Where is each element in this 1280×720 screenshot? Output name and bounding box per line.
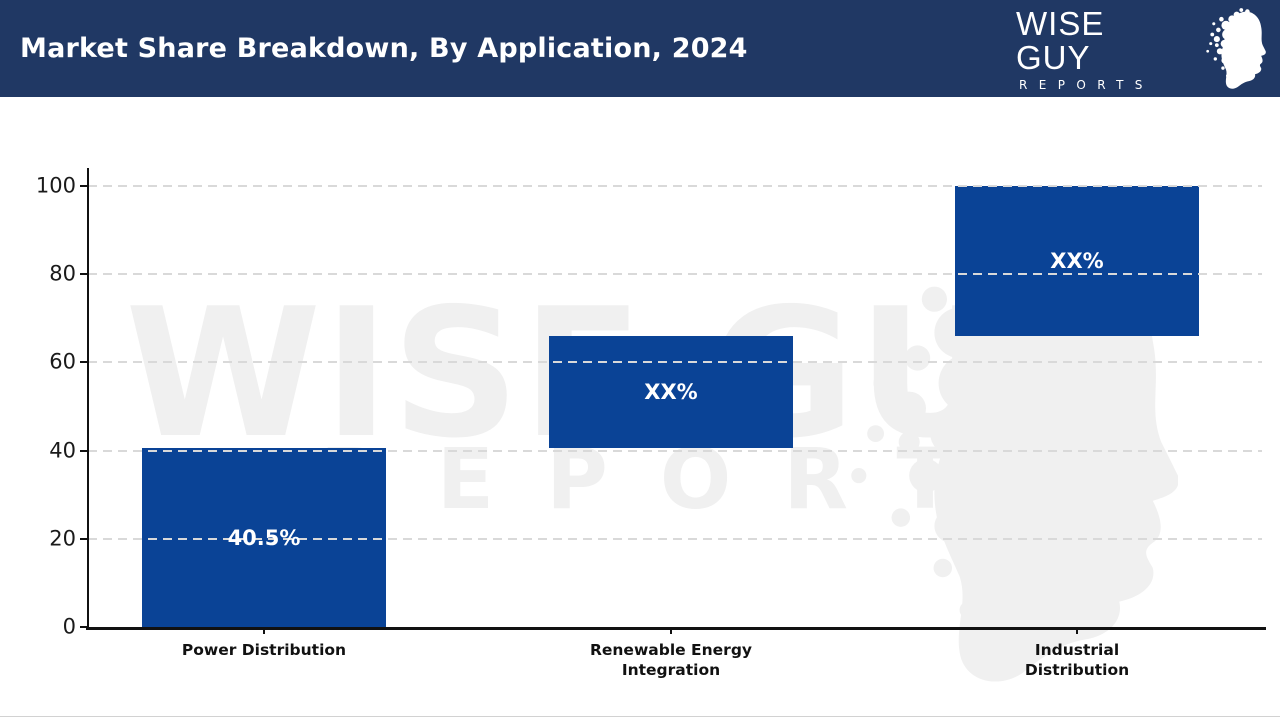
header-bar: Market Share Breakdown, By Application, … — [0, 0, 1280, 97]
gridline — [88, 361, 1262, 364]
x-axis-tick — [670, 627, 672, 634]
y-axis-tick-label: 60 — [49, 349, 76, 374]
category-label-line: Power Distribution — [181, 641, 347, 659]
footer-divider — [0, 716, 1280, 717]
wiseguy-logo: WISE GUY REPORTS — [1016, 6, 1266, 92]
x-axis-category-label: Power Distribution — [84, 640, 444, 660]
bar-value-label: XX% — [644, 380, 698, 405]
gridline — [88, 537, 1262, 540]
bar-value-label: XX% — [1050, 248, 1104, 273]
dotted-face-icon — [1206, 8, 1266, 89]
bar-value-label: 40.5% — [227, 525, 301, 550]
y-axis-tick — [80, 273, 88, 276]
logo-wordmark: WISE GUY REPORTS — [1016, 4, 1187, 92]
category-label-line: Integration — [621, 661, 721, 679]
bar-segment — [549, 335, 793, 449]
y-axis-tick — [80, 449, 88, 452]
y-axis-tick — [80, 626, 88, 628]
category-label-line: Industrial — [1034, 641, 1120, 659]
y-axis-line — [87, 168, 89, 629]
page-title: Market Share Breakdown, By Application, … — [20, 33, 748, 64]
logo-wordmark-main: WISE GUY — [1016, 4, 1105, 76]
gridline — [88, 449, 1262, 452]
y-axis-tick-label: 20 — [49, 526, 76, 551]
bar-segment — [955, 186, 1199, 336]
category-label-line: Distribution — [1024, 661, 1130, 679]
gridline — [88, 185, 1262, 187]
bar-segment — [142, 448, 386, 627]
y-axis-tick — [80, 361, 88, 364]
y-axis-tick-label: 100 — [35, 173, 76, 198]
x-axis-line — [86, 627, 1266, 630]
x-axis-category-label: Renewable Energy Integration — [491, 640, 851, 680]
logo-wordmark-sub: REPORTS — [1019, 77, 1154, 92]
y-axis-tick — [80, 537, 88, 540]
x-axis-tick — [263, 627, 265, 634]
category-label-line: Renewable Energy — [589, 641, 753, 659]
y-axis-tick — [80, 185, 88, 187]
y-axis-tick-label: 80 — [49, 261, 76, 286]
y-axis-tick-label: 0 — [62, 614, 76, 639]
y-axis-tick-label: 40 — [49, 438, 76, 463]
x-axis-category-label: Industrial Distribution — [897, 640, 1257, 680]
x-axis-tick — [1076, 627, 1078, 634]
gridline — [88, 273, 1262, 276]
